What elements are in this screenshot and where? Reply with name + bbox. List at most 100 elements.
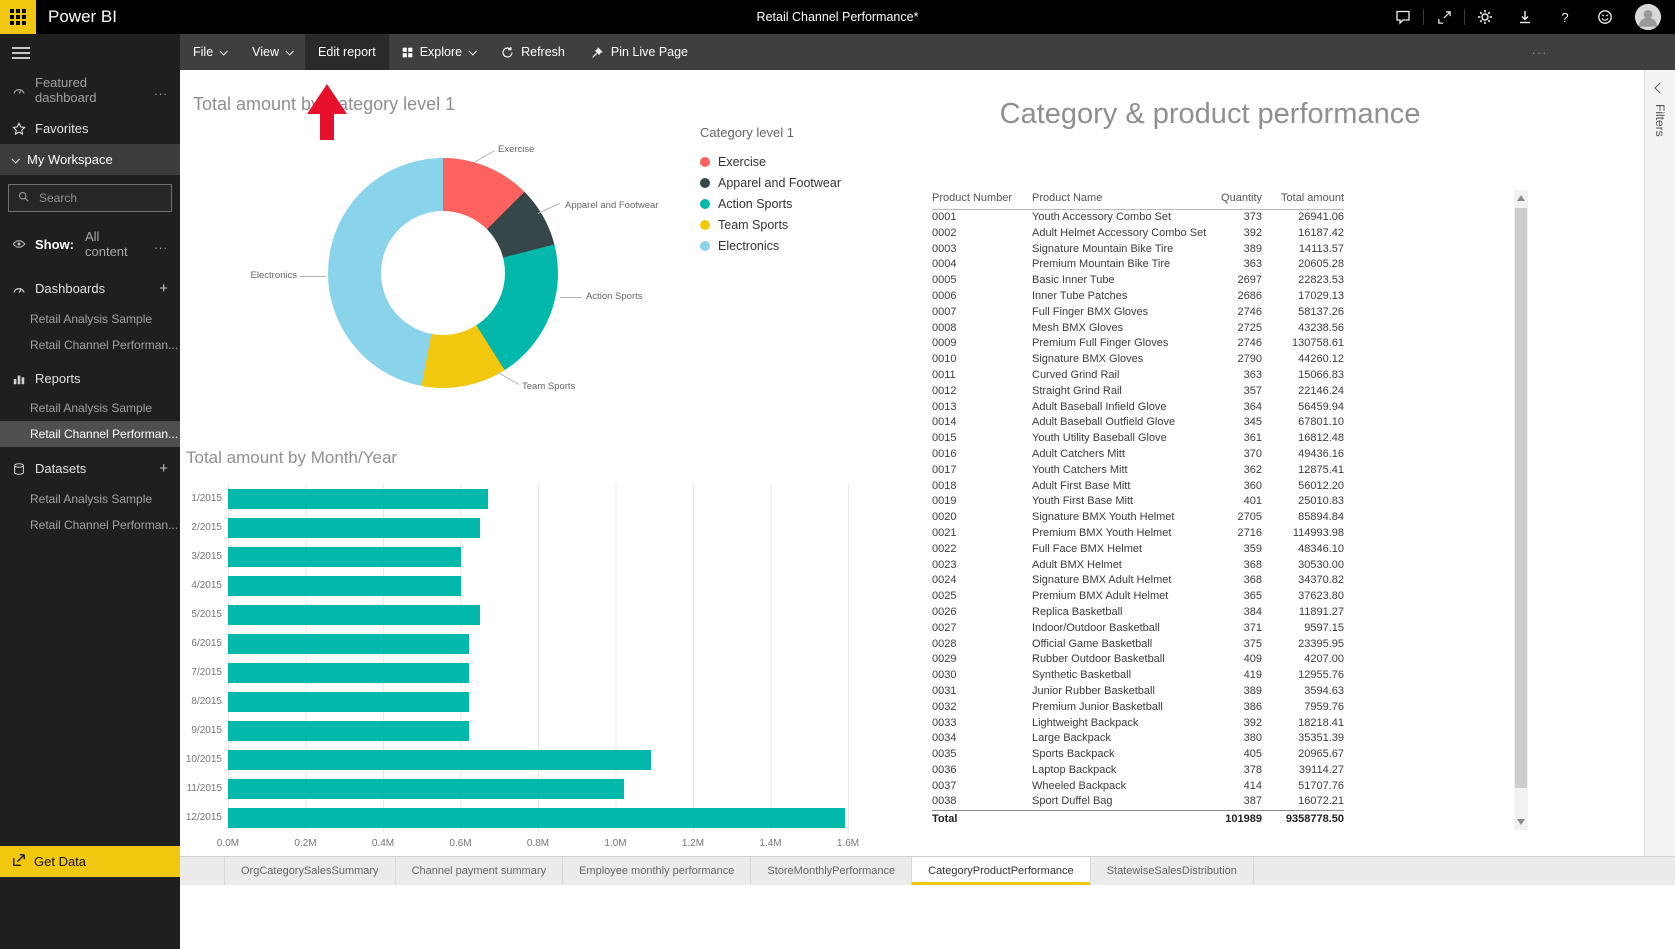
toolbar-overflow-button[interactable]: ...: [1532, 43, 1549, 57]
table-row[interactable]: 0023 Adult BMX Helmet 368 30530.00: [932, 558, 1344, 571]
comments-icon[interactable]: [1383, 0, 1423, 34]
table-row[interactable]: 0010 Signature BMX Gloves 2790 44260.12: [932, 353, 1344, 366]
feedback-smiley-icon[interactable]: [1585, 0, 1625, 34]
table-row[interactable]: 0027 Indoor/Outdoor Basketball 371 9597.15: [932, 621, 1344, 634]
scroll-down-arrow-icon[interactable]: [1517, 819, 1525, 825]
report-tab[interactable]: OrgCategorySalesSummary: [225, 857, 396, 885]
table-row[interactable]: 0035 Sports Backpack 405 20965.67: [932, 748, 1344, 761]
table-row[interactable]: 0006 Inner Tube Patches 2686 17029.13: [932, 289, 1344, 302]
get-data-button[interactable]: Get Data: [0, 846, 180, 877]
bar[interactable]: [228, 807, 846, 828]
sidebar-section-dashboards[interactable]: Dashboards +: [0, 271, 180, 306]
table-row[interactable]: 0029 Rubber Outdoor Basketball 409 4207.00: [932, 653, 1344, 666]
sidebar-item-dataset-retail-channel[interactable]: Retail Channel Performan...: [30, 518, 179, 532]
table-row[interactable]: 0032 Premium Junior Basketball 386 7959.76: [932, 700, 1344, 713]
explore-menu[interactable]: Explore: [389, 34, 488, 70]
table-row[interactable]: 0033 Lightweight Backpack 392 18218.41: [932, 716, 1344, 729]
bar[interactable]: [228, 575, 461, 596]
table-row[interactable]: 0028 Official Game Basketball 375 23395.95: [932, 637, 1344, 650]
fullscreen-icon[interactable]: [1424, 0, 1464, 34]
workspace-selector[interactable]: My Workspace: [0, 144, 180, 175]
column-header[interactable]: Total amount: [1262, 190, 1344, 210]
sidebar-item-dashboard-retail-analysis[interactable]: Retail Analysis Sample: [30, 312, 153, 326]
table-row[interactable]: 0018 Adult First Base Mitt 360 56012.20: [932, 479, 1344, 492]
sidebar-item-report-retail-channel-active[interactable]: Retail Channel Performan...: [0, 421, 180, 447]
column-header[interactable]: Product Number: [932, 190, 1032, 210]
table-row[interactable]: 0026 Replica Basketball 384 11891.27: [932, 605, 1344, 618]
report-tab[interactable]: CategoryProductPerformance: [912, 857, 1091, 885]
table-row[interactable]: 0002 Adult Helmet Accessory Combo Set 392 1…: [932, 226, 1344, 239]
report-tab[interactable]: StoreMonthlyPerformance: [751, 857, 913, 885]
sidebar-item-dashboard-retail-channel[interactable]: Retail Channel Performan...: [30, 338, 179, 352]
sidebar-item-report-retail-analysis[interactable]: Retail Analysis Sample: [30, 401, 153, 415]
view-menu[interactable]: View: [239, 34, 305, 70]
pin-live-page-button[interactable]: Pin Live Page: [578, 34, 701, 70]
table-row[interactable]: 0022 Full Face BMX Helmet 359 48346.10: [932, 542, 1344, 555]
help-icon[interactable]: ?: [1561, 9, 1569, 25]
table-row[interactable]: 0030 Synthetic Basketball 419 12955.76: [932, 669, 1344, 682]
bar[interactable]: [228, 691, 469, 712]
report-tab[interactable]: Channel payment summary: [396, 857, 564, 885]
table-row[interactable]: 0016 Adult Catchers Mitt 370 49436.16: [932, 447, 1344, 460]
table-row[interactable]: 0014 Adult Baseball Outfield Glove 345 6780…: [932, 416, 1344, 429]
table-row[interactable]: 0019 Youth First Base Mitt 401 25010.83: [932, 495, 1344, 508]
add-dataset-button[interactable]: +: [159, 460, 168, 477]
table-row[interactable]: 0008 Mesh BMX Gloves 2725 43238.56: [932, 321, 1344, 334]
refresh-button[interactable]: Refresh: [488, 34, 578, 70]
legend-item[interactable]: Action Sports: [700, 193, 841, 214]
add-dashboard-button[interactable]: +: [159, 280, 168, 297]
bar[interactable]: [228, 546, 461, 567]
report-tab[interactable]: Employee monthly performance: [563, 857, 752, 885]
search-input[interactable]: [37, 190, 163, 206]
sidebar-item-dataset-retail-analysis[interactable]: Retail Analysis Sample: [30, 492, 153, 506]
column-header[interactable]: Product Name: [1032, 190, 1207, 210]
table-row[interactable]: 0003 Signature Mountain Bike Tire 389 14113…: [932, 242, 1344, 255]
table-row[interactable]: 0021 Premium BMX Youth Helmet 2716 114993.9…: [932, 526, 1344, 539]
bar[interactable]: [228, 720, 469, 741]
table-row[interactable]: 0004 Premium Mountain Bike Tire 363 20605.2…: [932, 258, 1344, 271]
table-row[interactable]: 0015 Youth Utility Baseball Glove 361 16812…: [932, 432, 1344, 445]
table-row[interactable]: 0024 Signature BMX Adult Helmet 368 34370.8…: [932, 574, 1344, 587]
table-row[interactable]: 0009 Premium Full Finger Gloves 2746 130758…: [932, 337, 1344, 350]
table-row[interactable]: 0025 Premium BMX Adult Helmet 365 37623.80: [932, 590, 1344, 603]
table-row[interactable]: 0017 Youth Catchers Mitt 362 12875.41: [932, 463, 1344, 476]
bar[interactable]: [228, 517, 481, 538]
legend-item[interactable]: Apparel and Footwear: [700, 172, 841, 193]
table-row[interactable]: 0038 Sport Duffel Bag 387 16072.21: [932, 795, 1344, 808]
file-menu[interactable]: File: [180, 34, 239, 70]
sidebar-section-reports[interactable]: Reports: [0, 362, 180, 395]
featured-more-button[interactable]: ...: [154, 82, 168, 98]
user-avatar[interactable]: [1635, 4, 1661, 30]
download-icon[interactable]: [1505, 0, 1545, 34]
bar[interactable]: [228, 488, 489, 509]
legend-item[interactable]: Exercise: [700, 151, 841, 172]
table-row[interactable]: 0001 Youth Accessory Combo Set 373 26941.06: [932, 211, 1344, 223]
bar[interactable]: [228, 662, 469, 683]
legend-item[interactable]: Team Sports: [700, 214, 841, 235]
settings-gear-icon[interactable]: [1465, 0, 1505, 34]
table-row[interactable]: 0011 Curved Grind Rail 363 15066.83: [932, 368, 1344, 381]
table-row[interactable]: 0020 Signature BMX Youth Helmet 2705 85894.…: [932, 511, 1344, 524]
bar[interactable]: [228, 604, 481, 625]
edit-report-button[interactable]: Edit report: [305, 34, 389, 70]
bar[interactable]: [228, 749, 652, 770]
scrollbar-thumb[interactable]: [1515, 208, 1527, 788]
table-row[interactable]: 0013 Adult Baseball Infield Glove 364 56459…: [932, 400, 1344, 413]
table-row[interactable]: 0005 Basic Inner Tube 2697 22823.53: [932, 274, 1344, 287]
app-launcher-waffle-icon[interactable]: [0, 0, 36, 34]
sidebar-item-favorites[interactable]: Favorites: [0, 113, 180, 144]
sidebar-item-featured-dashboard[interactable]: Featured dashboard ...: [0, 67, 180, 113]
table-row[interactable]: 0037 Wheeled Backpack 414 51707.76: [932, 779, 1344, 792]
column-header[interactable]: Quantity: [1207, 190, 1262, 210]
report-tab[interactable]: StatewiseSalesDistribution: [1091, 857, 1254, 885]
show-filter-row[interactable]: Show: All content ...: [0, 221, 180, 267]
scroll-up-arrow-icon[interactable]: [1517, 195, 1525, 201]
table-row[interactable]: 0031 Junior Rubber Basketball 389 3594.63: [932, 684, 1344, 697]
bar[interactable]: [228, 778, 624, 799]
table-scrollbar[interactable]: [1514, 190, 1528, 830]
hamburger-menu-icon[interactable]: [12, 47, 30, 59]
table-row[interactable]: 0012 Straight Grind Rail 357 22146.24: [932, 384, 1344, 397]
table-row[interactable]: 0007 Full Finger BMX Gloves 2746 58137.26: [932, 305, 1344, 318]
legend-item[interactable]: Electronics: [700, 235, 841, 256]
show-more-button[interactable]: ...: [154, 236, 168, 252]
